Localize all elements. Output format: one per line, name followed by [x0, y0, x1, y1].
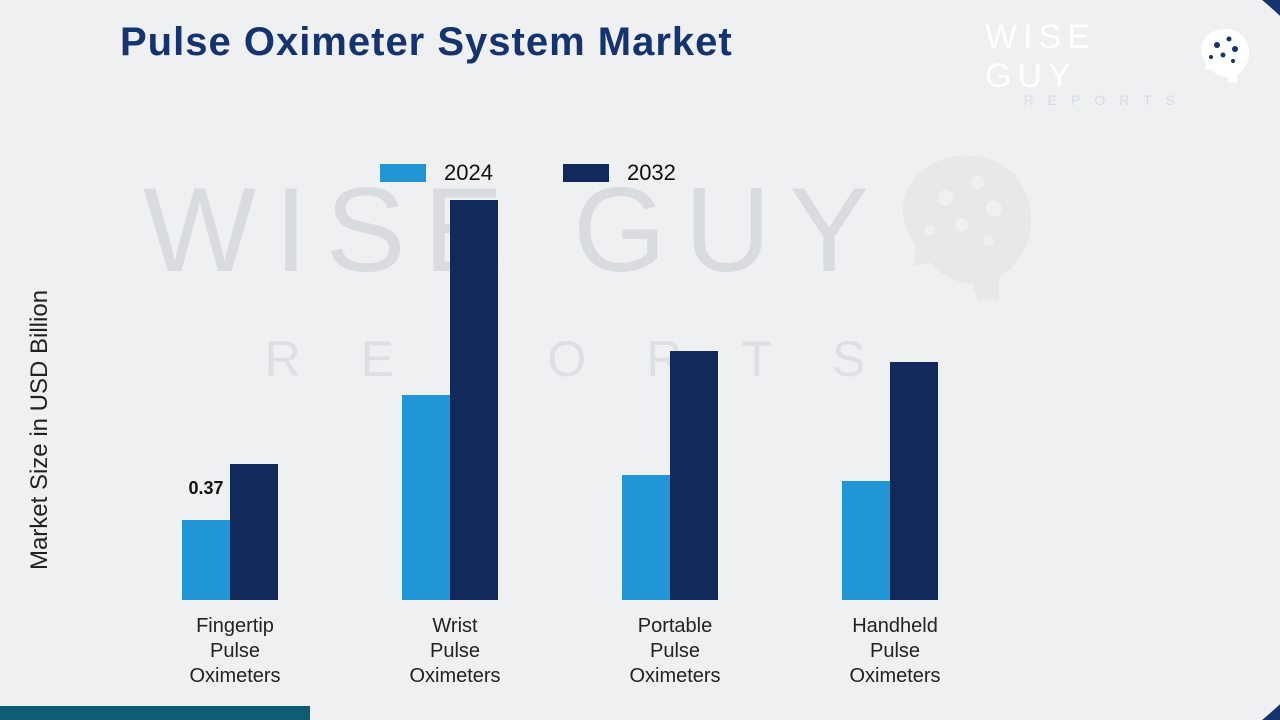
- bar-2032: [890, 362, 938, 600]
- bar-group: 0.37: [160, 200, 310, 600]
- x-axis-category-label: WristPulseOximeters: [380, 614, 530, 689]
- right-panel: WISE GUY REPORTS: [960, 0, 1280, 720]
- legend-label-2032: 2032: [627, 160, 676, 186]
- legend-swatch-2024: [380, 164, 426, 182]
- brand-subtitle: REPORTS: [985, 92, 1255, 108]
- legend-item-2032: 2032: [563, 160, 676, 186]
- brand-top-row: WISE GUY: [985, 18, 1255, 96]
- chart-title: Pulse Oximeter System Market: [120, 20, 733, 65]
- bar-value-label: 0.37: [176, 478, 236, 499]
- bar-group: [820, 200, 970, 600]
- legend-item-2024: 2024: [380, 160, 493, 186]
- bar-2024: [402, 395, 450, 600]
- bar-2024: [182, 520, 230, 600]
- brand-block: WISE GUY REPORTS: [985, 18, 1255, 108]
- chart-area: 2024 2032 Market Size in USD Billion 0.3…: [60, 160, 960, 700]
- legend-swatch-2032: [563, 164, 609, 182]
- bar-2024: [842, 481, 890, 600]
- x-axis-labels: FingertipPulseOximeters WristPulseOximete…: [130, 610, 950, 700]
- bar-2032: [450, 200, 498, 600]
- page-root: WISE GUY REPORTS WISE GUY REPORTS Pulse …: [0, 0, 1280, 720]
- x-axis-category-label: PortablePulseOximeters: [600, 614, 750, 689]
- bar-group: [380, 200, 530, 600]
- legend: 2024 2032: [380, 160, 676, 186]
- bar-group: [600, 200, 750, 600]
- bottom-accent-bar: [0, 706, 310, 720]
- bar-2032: [670, 351, 718, 600]
- brand-name: WISE GUY: [985, 18, 1189, 96]
- legend-label-2024: 2024: [444, 160, 493, 186]
- brand-head-icon: [1195, 27, 1255, 87]
- x-axis-category-label: FingertipPulseOximeters: [160, 614, 310, 689]
- bar-2032: [230, 464, 278, 600]
- y-axis-label: Market Size in USD Billion: [26, 290, 54, 570]
- plot-area: 0.37: [130, 200, 950, 600]
- x-axis-category-label: HandheldPulseOximeters: [820, 614, 970, 689]
- bar-2024: [622, 475, 670, 600]
